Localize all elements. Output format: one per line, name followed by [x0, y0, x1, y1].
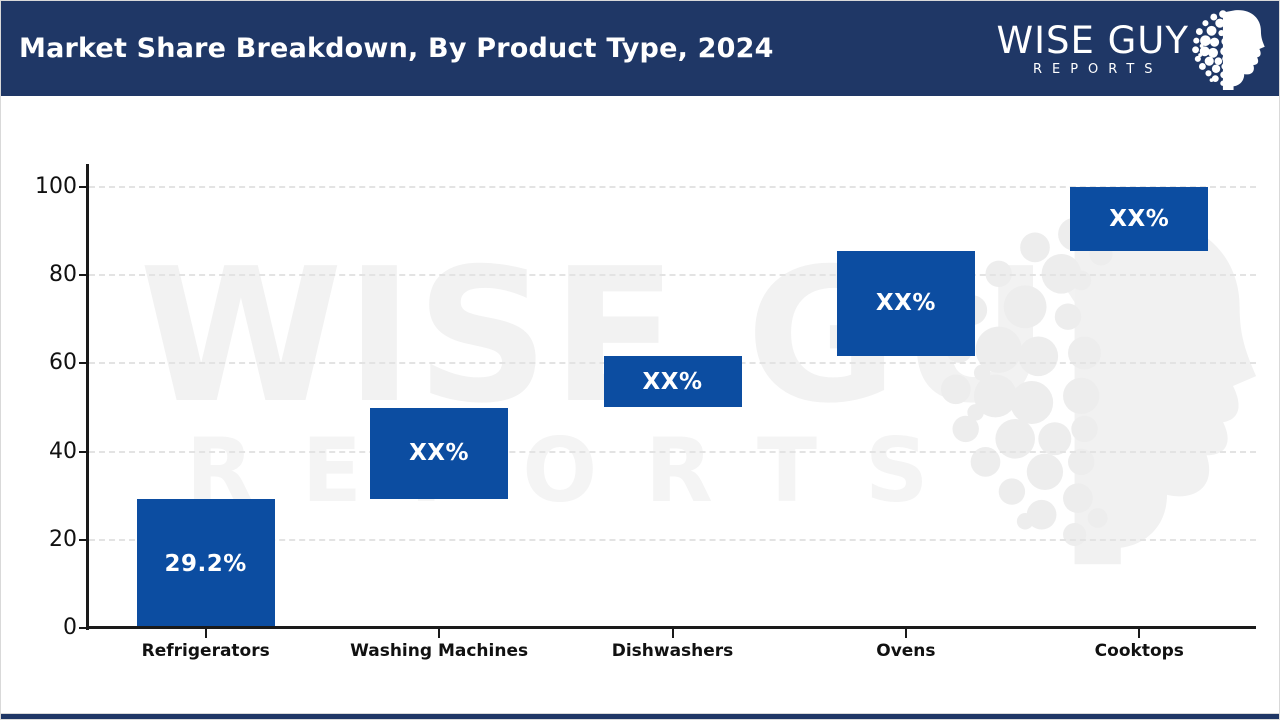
x-tick-label: Refrigerators: [141, 641, 270, 661]
x-tick-label: Dishwashers: [611, 641, 734, 661]
x-tick-label: Washing Machines: [350, 641, 529, 661]
x-tick-mark: [904, 629, 907, 638]
bar-value-label: 29.2%: [164, 550, 247, 577]
x-tick-mark: [1138, 629, 1141, 638]
x-tick-mark: [438, 629, 441, 638]
y-tick-mark: [79, 274, 89, 277]
watermark-face-icon: [940, 216, 1257, 565]
y-tick-label: 0: [63, 615, 77, 640]
gridline: [89, 186, 1256, 188]
bottom-border-line: [1, 713, 1279, 714]
bar-value-label: XX%: [875, 290, 936, 317]
y-axis-line: [86, 164, 89, 630]
chart-title: Market Share Breakdown, By Product Type,…: [19, 33, 774, 64]
y-tick-mark: [79, 627, 89, 629]
y-tick-label: 100: [35, 174, 77, 199]
y-tick-mark: [79, 538, 89, 541]
y-tick-label: 40: [49, 438, 77, 464]
logo-subtext: REPORTS: [1032, 61, 1163, 77]
y-tick-label: 80: [49, 262, 77, 288]
x-axis-line: [87, 626, 1256, 629]
bar: XX%: [1070, 187, 1209, 251]
x-tick-mark: [671, 629, 674, 638]
y-tick-mark: [79, 186, 89, 188]
x-tick-label: Cooktops: [1094, 641, 1184, 661]
watermark-subtext: REPORTS: [186, 419, 977, 522]
bar: XX%: [836, 250, 975, 357]
logo-face-icon: [1192, 9, 1265, 90]
gridline: [89, 274, 1256, 277]
logo-wordmark: WISE GUY: [996, 18, 1189, 62]
x-tick-label: Ovens: [876, 641, 936, 661]
y-tick-mark: [79, 362, 89, 365]
bar-value-label: XX%: [409, 440, 470, 467]
gridline: [89, 538, 1256, 541]
bar: XX%: [603, 356, 742, 408]
footer-bar: [1, 714, 1279, 719]
bar: XX%: [370, 407, 509, 500]
wiseguy-logo: WISE GUY REPORTS: [997, 7, 1267, 91]
bar: 29.2%: [136, 499, 275, 628]
logo-wordmark-block: WISE GUY REPORTS: [997, 22, 1189, 76]
y-tick-label: 20: [49, 526, 77, 552]
x-tick-mark: [204, 629, 207, 638]
gridline: [89, 450, 1256, 453]
header-bar: Market Share Breakdown, By Product Type,…: [1, 1, 1279, 96]
y-tick-mark: [79, 450, 89, 453]
y-tick-label: 60: [49, 350, 77, 376]
bar-value-label: XX%: [1109, 205, 1170, 232]
bar-value-label: XX%: [642, 368, 703, 395]
